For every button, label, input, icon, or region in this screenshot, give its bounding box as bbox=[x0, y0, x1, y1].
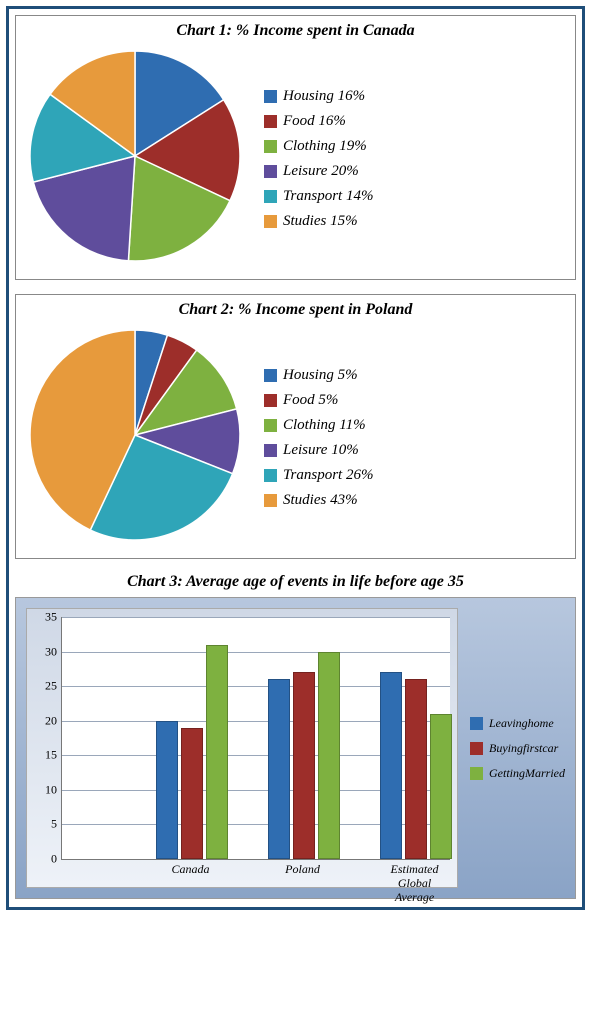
chart2-body: Housing 5% Food 5% Clothing 11% Leisure 10%… bbox=[20, 325, 571, 550]
legend-label: Leisure 10% bbox=[283, 442, 359, 459]
legend-item: Housing 5% bbox=[264, 367, 373, 384]
legend-label: Food 16% bbox=[283, 113, 346, 130]
bar-group bbox=[380, 672, 452, 859]
legend-swatch bbox=[264, 394, 277, 407]
chart2-pie bbox=[20, 325, 250, 550]
legend-item: Leisure 10% bbox=[264, 442, 373, 459]
legend-item: Leisure 20% bbox=[264, 163, 373, 180]
y-tick-label: 0 bbox=[31, 852, 57, 867]
chart1-body: Housing 16% Food 16% Clothing 19% Leisure 2… bbox=[20, 46, 571, 271]
bar bbox=[206, 645, 228, 859]
legend-label: Housing 16% bbox=[283, 88, 365, 105]
legend-label: Food 5% bbox=[283, 392, 338, 409]
legend-item: Studies 15% bbox=[264, 213, 373, 230]
legend-label: Clothing 19% bbox=[283, 138, 367, 155]
chart1-legend: Housing 16% Food 16% Clothing 19% Leisure 2… bbox=[264, 88, 373, 230]
legend-label: Transport 26% bbox=[283, 467, 373, 484]
legend-label: Buyingfirstcar bbox=[489, 741, 558, 756]
bar bbox=[181, 728, 203, 859]
legend-swatch bbox=[264, 115, 277, 128]
legend-swatch bbox=[264, 140, 277, 153]
chart3-title: Chart 3: Average age of events in life b… bbox=[15, 573, 576, 591]
bar bbox=[405, 679, 427, 859]
y-tick-label: 20 bbox=[31, 713, 57, 728]
chart2-title: Chart 2: % Income spent in Poland bbox=[20, 301, 571, 319]
page: Chart 1: % Income spent in Canada Housin… bbox=[6, 6, 585, 910]
bar-group bbox=[156, 645, 228, 859]
bar bbox=[318, 652, 340, 859]
chart1-pie-svg bbox=[20, 46, 250, 266]
chart2-legend: Housing 5% Food 5% Clothing 11% Leisure 10%… bbox=[264, 367, 373, 509]
y-tick-label: 10 bbox=[31, 782, 57, 797]
chart2-box: Chart 2: % Income spent in Poland Housin… bbox=[15, 294, 576, 559]
legend-item: Transport 26% bbox=[264, 467, 373, 484]
bar bbox=[430, 714, 452, 859]
legend-item: Housing 16% bbox=[264, 88, 373, 105]
legend-swatch bbox=[470, 742, 483, 755]
legend-label: Clothing 11% bbox=[283, 417, 366, 434]
chart1-pie bbox=[20, 46, 250, 271]
legend-item: Leavinghome bbox=[470, 716, 565, 731]
legend-swatch bbox=[470, 767, 483, 780]
chart3-plot bbox=[61, 617, 450, 860]
y-tick-label: 35 bbox=[31, 610, 57, 625]
legend-label: Studies 15% bbox=[283, 213, 358, 230]
bar bbox=[380, 672, 402, 859]
legend-swatch bbox=[264, 190, 277, 203]
legend-label: Leisure 20% bbox=[283, 163, 359, 180]
legend-item: GettingMarried bbox=[470, 766, 565, 781]
chart1-title: Chart 1: % Income spent in Canada bbox=[20, 22, 571, 40]
legend-label: GettingMarried bbox=[489, 766, 565, 781]
bar bbox=[293, 672, 315, 859]
legend-item: Studies 43% bbox=[264, 492, 373, 509]
legend-item: Food 16% bbox=[264, 113, 373, 130]
legend-swatch bbox=[264, 494, 277, 507]
y-tick-label: 30 bbox=[31, 644, 57, 659]
legend-item: Clothing 11% bbox=[264, 417, 373, 434]
legend-label: Studies 43% bbox=[283, 492, 358, 509]
chart2-pie-svg bbox=[20, 325, 250, 545]
x-category-label: EstimatedGlobal Average bbox=[379, 863, 451, 904]
gridline bbox=[62, 652, 450, 653]
y-tick-label: 5 bbox=[31, 817, 57, 832]
legend-swatch bbox=[264, 419, 277, 432]
legend-item: Clothing 19% bbox=[264, 138, 373, 155]
chart3-plot-area: 05101520253035CanadaPolandEstimatedGloba… bbox=[26, 608, 458, 888]
legend-swatch bbox=[264, 90, 277, 103]
legend-label: Housing 5% bbox=[283, 367, 358, 384]
legend-label: Leavinghome bbox=[489, 716, 554, 731]
legend-swatch bbox=[264, 469, 277, 482]
chart1-box: Chart 1: % Income spent in Canada Housin… bbox=[15, 15, 576, 280]
x-category-label: Poland bbox=[267, 863, 339, 877]
legend-swatch bbox=[264, 215, 277, 228]
x-category-label: Canada bbox=[155, 863, 227, 877]
gridline bbox=[62, 617, 450, 618]
legend-item: Buyingfirstcar bbox=[470, 741, 565, 756]
legend-swatch bbox=[264, 444, 277, 457]
legend-swatch bbox=[264, 165, 277, 178]
bar-group bbox=[268, 652, 340, 859]
y-tick-label: 15 bbox=[31, 748, 57, 763]
bar bbox=[268, 679, 290, 859]
bar bbox=[156, 721, 178, 859]
y-tick-label: 25 bbox=[31, 679, 57, 694]
chart3-legend: Leavinghome Buyingfirstcar GettingMarried bbox=[470, 608, 565, 888]
legend-swatch bbox=[470, 717, 483, 730]
legend-item: Transport 14% bbox=[264, 188, 373, 205]
legend-swatch bbox=[264, 369, 277, 382]
chart3-panel: 05101520253035CanadaPolandEstimatedGloba… bbox=[15, 597, 576, 899]
legend-item: Food 5% bbox=[264, 392, 373, 409]
legend-label: Transport 14% bbox=[283, 188, 373, 205]
